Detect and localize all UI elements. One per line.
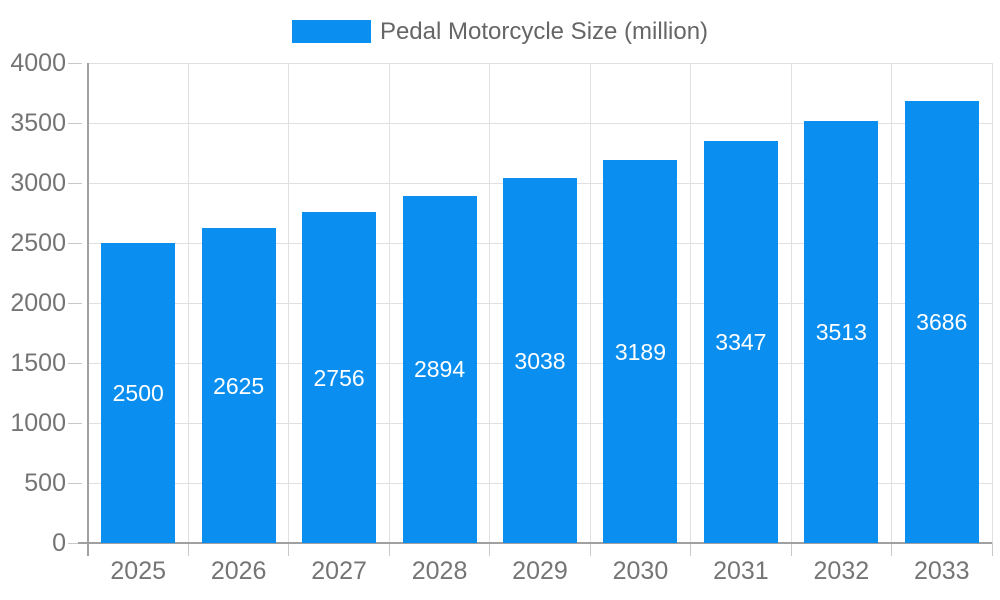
- legend-swatch: [291, 20, 371, 43]
- bar: [603, 160, 678, 543]
- x-gridline: [187, 63, 189, 543]
- y-axis-label: 4000: [10, 49, 66, 77]
- x-gridline: [288, 63, 290, 543]
- legend-label: Pedal Motorcycle Size (million): [379, 18, 709, 45]
- x-axis-tick: [187, 543, 189, 556]
- bar-value-label: 3347: [715, 329, 767, 356]
- y-axis-line: [87, 63, 89, 556]
- y-axis-tick: [68, 482, 82, 484]
- bar-value-label: 2756: [313, 364, 365, 391]
- x-axis-tick: [690, 543, 692, 556]
- x-axis-label: 2027: [311, 557, 367, 585]
- y-axis-tick: [68, 422, 82, 424]
- x-axis-tick: [891, 543, 893, 556]
- x-gridline: [589, 63, 591, 543]
- x-axis-label: 2028: [411, 557, 468, 585]
- x-axis-tick: [388, 543, 390, 556]
- x-axis-tick: [991, 543, 993, 556]
- bar: [302, 212, 377, 543]
- y-axis-label: 2500: [10, 229, 66, 257]
- x-gridline: [690, 63, 692, 543]
- y-axis-tick: [68, 362, 82, 364]
- y-gridline: [88, 122, 992, 124]
- bar: [703, 141, 778, 543]
- y-axis-label: 1500: [10, 349, 66, 377]
- y-axis-tick: [68, 302, 82, 304]
- bar-value-label: 2625: [213, 372, 265, 399]
- x-axis-tick: [489, 543, 491, 556]
- y-axis-tick: [68, 242, 82, 244]
- x-gridline: [388, 63, 390, 543]
- y-axis-label: 1000: [10, 409, 66, 437]
- y-axis-label: 3500: [10, 109, 66, 137]
- x-gridline: [891, 63, 893, 543]
- y-axis-label: 500: [24, 469, 66, 497]
- x-gridline: [489, 63, 491, 543]
- x-axis-label: 2032: [813, 557, 870, 585]
- x-gridline: [991, 63, 993, 543]
- y-gridline: [88, 62, 992, 64]
- y-axis-label: 3000: [10, 169, 66, 197]
- bar-value-label: 2500: [112, 380, 164, 406]
- x-axis-label: 2033: [913, 557, 970, 585]
- bar: [402, 195, 477, 543]
- bar-value-label: 2894: [413, 356, 466, 383]
- x-axis-line: [78, 542, 992, 544]
- x-gridline: [790, 63, 792, 543]
- bar: [101, 243, 176, 543]
- bar-value-label: 3038: [514, 347, 566, 374]
- bar-value-label: 3513: [815, 319, 867, 346]
- x-axis-tick: [589, 543, 591, 556]
- y-axis-tick: [68, 62, 82, 64]
- x-axis-label: 2026: [210, 557, 267, 585]
- x-axis-tick: [288, 543, 290, 556]
- y-axis-tick: [68, 182, 82, 184]
- y-axis-tick: [68, 542, 82, 544]
- bar: [201, 228, 276, 543]
- bar-value-label: 3686: [916, 308, 968, 335]
- x-axis-label: 2030: [612, 557, 669, 585]
- x-axis-label: 2031: [713, 557, 769, 585]
- bar-value-label: 3189: [614, 338, 667, 365]
- y-axis-label: 0: [52, 529, 66, 557]
- bar: [804, 121, 879, 543]
- x-axis-label: 2029: [512, 557, 568, 585]
- y-axis-tick: [68, 122, 82, 124]
- x-axis-label: 2025: [110, 557, 167, 585]
- legend: Pedal Motorcycle Size (million): [0, 19, 1000, 44]
- y-axis-label: 2000: [10, 289, 66, 317]
- bar: [904, 100, 979, 543]
- bar: [503, 178, 577, 543]
- x-axis-tick: [790, 543, 792, 556]
